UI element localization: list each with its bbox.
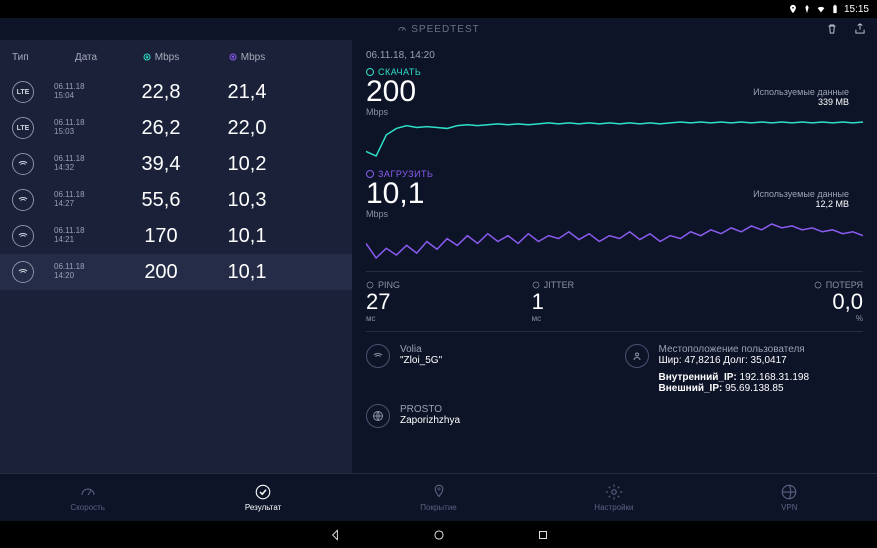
jitter-stat: JITTER 1 мс [532,280,698,323]
row-download: 39,4 [118,153,204,176]
server-info: PROSTO Zaporizhzhya [366,404,605,428]
title-bar: SPEEDTEST [0,18,877,40]
row-upload: 10,3 [204,189,290,212]
wifi-badge-icon [12,153,34,175]
row-download: 26,2 [118,117,204,140]
upload-label: ЗАГРУЗИТЬ [366,169,863,179]
wifi-info-icon [366,344,390,368]
sidebar-header: Тип Дата Mbps Mbps [0,40,352,74]
result-row[interactable]: 06.11.1814:20 200 10,1 [0,254,352,290]
header-date: Дата [54,52,118,63]
wifi-badge-icon [12,189,34,211]
download-unit: Mbps [366,107,863,117]
settings-icon [605,483,623,501]
trash-icon[interactable] [825,22,839,36]
nav-result[interactable]: Результат [175,474,350,521]
bottom-nav: Скорость Результат Покрытие Настройки VPN [0,473,877,521]
download-chart [366,119,863,159]
android-status-bar: 15:15 [0,0,877,18]
row-datetime: 06.11.1814:32 [54,155,118,173]
nav-label: VPN [781,503,797,512]
row-upload: 21,4 [204,81,290,104]
row-datetime: 06.11.1814:20 [54,263,118,281]
app-root: SPEEDTEST Тип Дата Mbps Mbps LTE [0,18,877,521]
result-row[interactable]: 06.11.1814:27 55,6 10,3 [0,182,352,218]
row-upload: 10,1 [204,225,290,248]
share-icon[interactable] [853,22,867,36]
speed-icon [79,483,97,501]
jitter-icon [532,281,540,289]
android-recent-icon[interactable] [536,528,550,542]
lte-badge-icon: LTE [12,81,34,103]
android-back-icon[interactable] [328,528,342,542]
nav-vpn[interactable]: VPN [702,474,877,521]
lte-badge-icon: LTE [12,117,34,139]
main-content: Тип Дата Mbps Mbps LTE 06.11.1815:04 22,… [0,40,877,473]
location-icon [788,4,798,14]
row-upload: 10,1 [204,261,290,284]
app-title: SPEEDTEST [411,24,479,35]
row-datetime: 06.11.1814:21 [54,227,118,245]
wifi-icon [816,4,826,14]
user-location-icon [625,344,649,368]
diamond-icon [802,4,812,14]
nav-coverage[interactable]: Покрытие [351,474,526,521]
row-upload: 10,2 [204,153,290,176]
battery-icon [830,4,840,14]
row-datetime: 06.11.1814:27 [54,191,118,209]
gauge-icon [397,24,407,34]
result-row[interactable]: 06.11.1814:32 39,4 10,2 [0,146,352,182]
coverage-icon [430,483,448,501]
android-nav-bar [0,521,877,548]
result-detail: 06.11.18, 14:20 СКАЧАТЬ 200 Mbps Использ… [352,40,877,473]
header-down: Mbps [118,52,204,63]
upload-arrow-icon [229,53,237,61]
upload-chart [366,221,863,261]
ping-stat: PING 27 мс [366,280,532,323]
upload-usage-value: 12,2 MB [753,199,849,209]
header-type: Тип [12,52,54,63]
download-usage-label: Используемые данные [753,87,849,97]
results-sidebar: Тип Дата Mbps Mbps LTE 06.11.1815:04 22,… [0,40,352,473]
wifi-badge-icon [12,261,34,283]
android-home-icon[interactable] [432,528,446,542]
result-row[interactable]: LTE 06.11.1815:04 22,8 21,4 [0,74,352,110]
row-download: 22,8 [118,81,204,104]
location-info: Местоположение пользователя Шир: 47,8216… [625,344,864,394]
row-datetime: 06.11.1815:04 [54,83,118,101]
row-download: 55,6 [118,189,204,212]
upload-usage-label: Используемые данные [753,189,849,199]
download-block: СКАЧАТЬ 200 Mbps Используемые данные 339… [366,67,863,159]
ping-icon [366,281,374,289]
detail-datetime: 06.11.18, 14:20 [366,50,863,61]
vpn-icon [780,483,798,501]
status-time: 15:15 [844,4,869,15]
result-icon [254,483,272,501]
info-grid: Volia "Zloi_5G" Местоположение пользоват… [366,344,863,428]
header-up: Mbps [204,52,290,63]
row-upload: 22,0 [204,117,290,140]
download-arrow-icon [143,53,151,61]
download-label: СКАЧАТЬ [366,67,863,77]
upload-unit: Mbps [366,209,863,219]
row-datetime: 06.11.1815:03 [54,119,118,137]
result-row[interactable]: LTE 06.11.1815:03 26,2 22,0 [0,110,352,146]
nav-label: Покрытие [420,503,456,512]
nav-settings[interactable]: Настройки [526,474,701,521]
stats-row: PING 27 мс JITTER 1 мс ПОТЕРЯ 0,0 % [366,271,863,332]
row-download: 200 [118,261,204,284]
download-usage-value: 339 MB [753,97,849,107]
nav-label: Скорость [70,503,105,512]
row-download: 170 [118,225,204,248]
provider-info: Volia "Zloi_5G" [366,344,605,394]
nav-label: Настройки [594,503,633,512]
wifi-badge-icon [12,225,34,247]
loss-icon [814,281,822,289]
globe-icon [366,404,390,428]
upload-block: ЗАГРУЗИТЬ 10,1 Mbps Используемые данные … [366,169,863,261]
nav-label: Результат [245,503,281,512]
loss-stat: ПОТЕРЯ 0,0 % [697,280,863,323]
nav-speed[interactable]: Скорость [0,474,175,521]
result-row[interactable]: 06.11.1814:21 170 10,1 [0,218,352,254]
